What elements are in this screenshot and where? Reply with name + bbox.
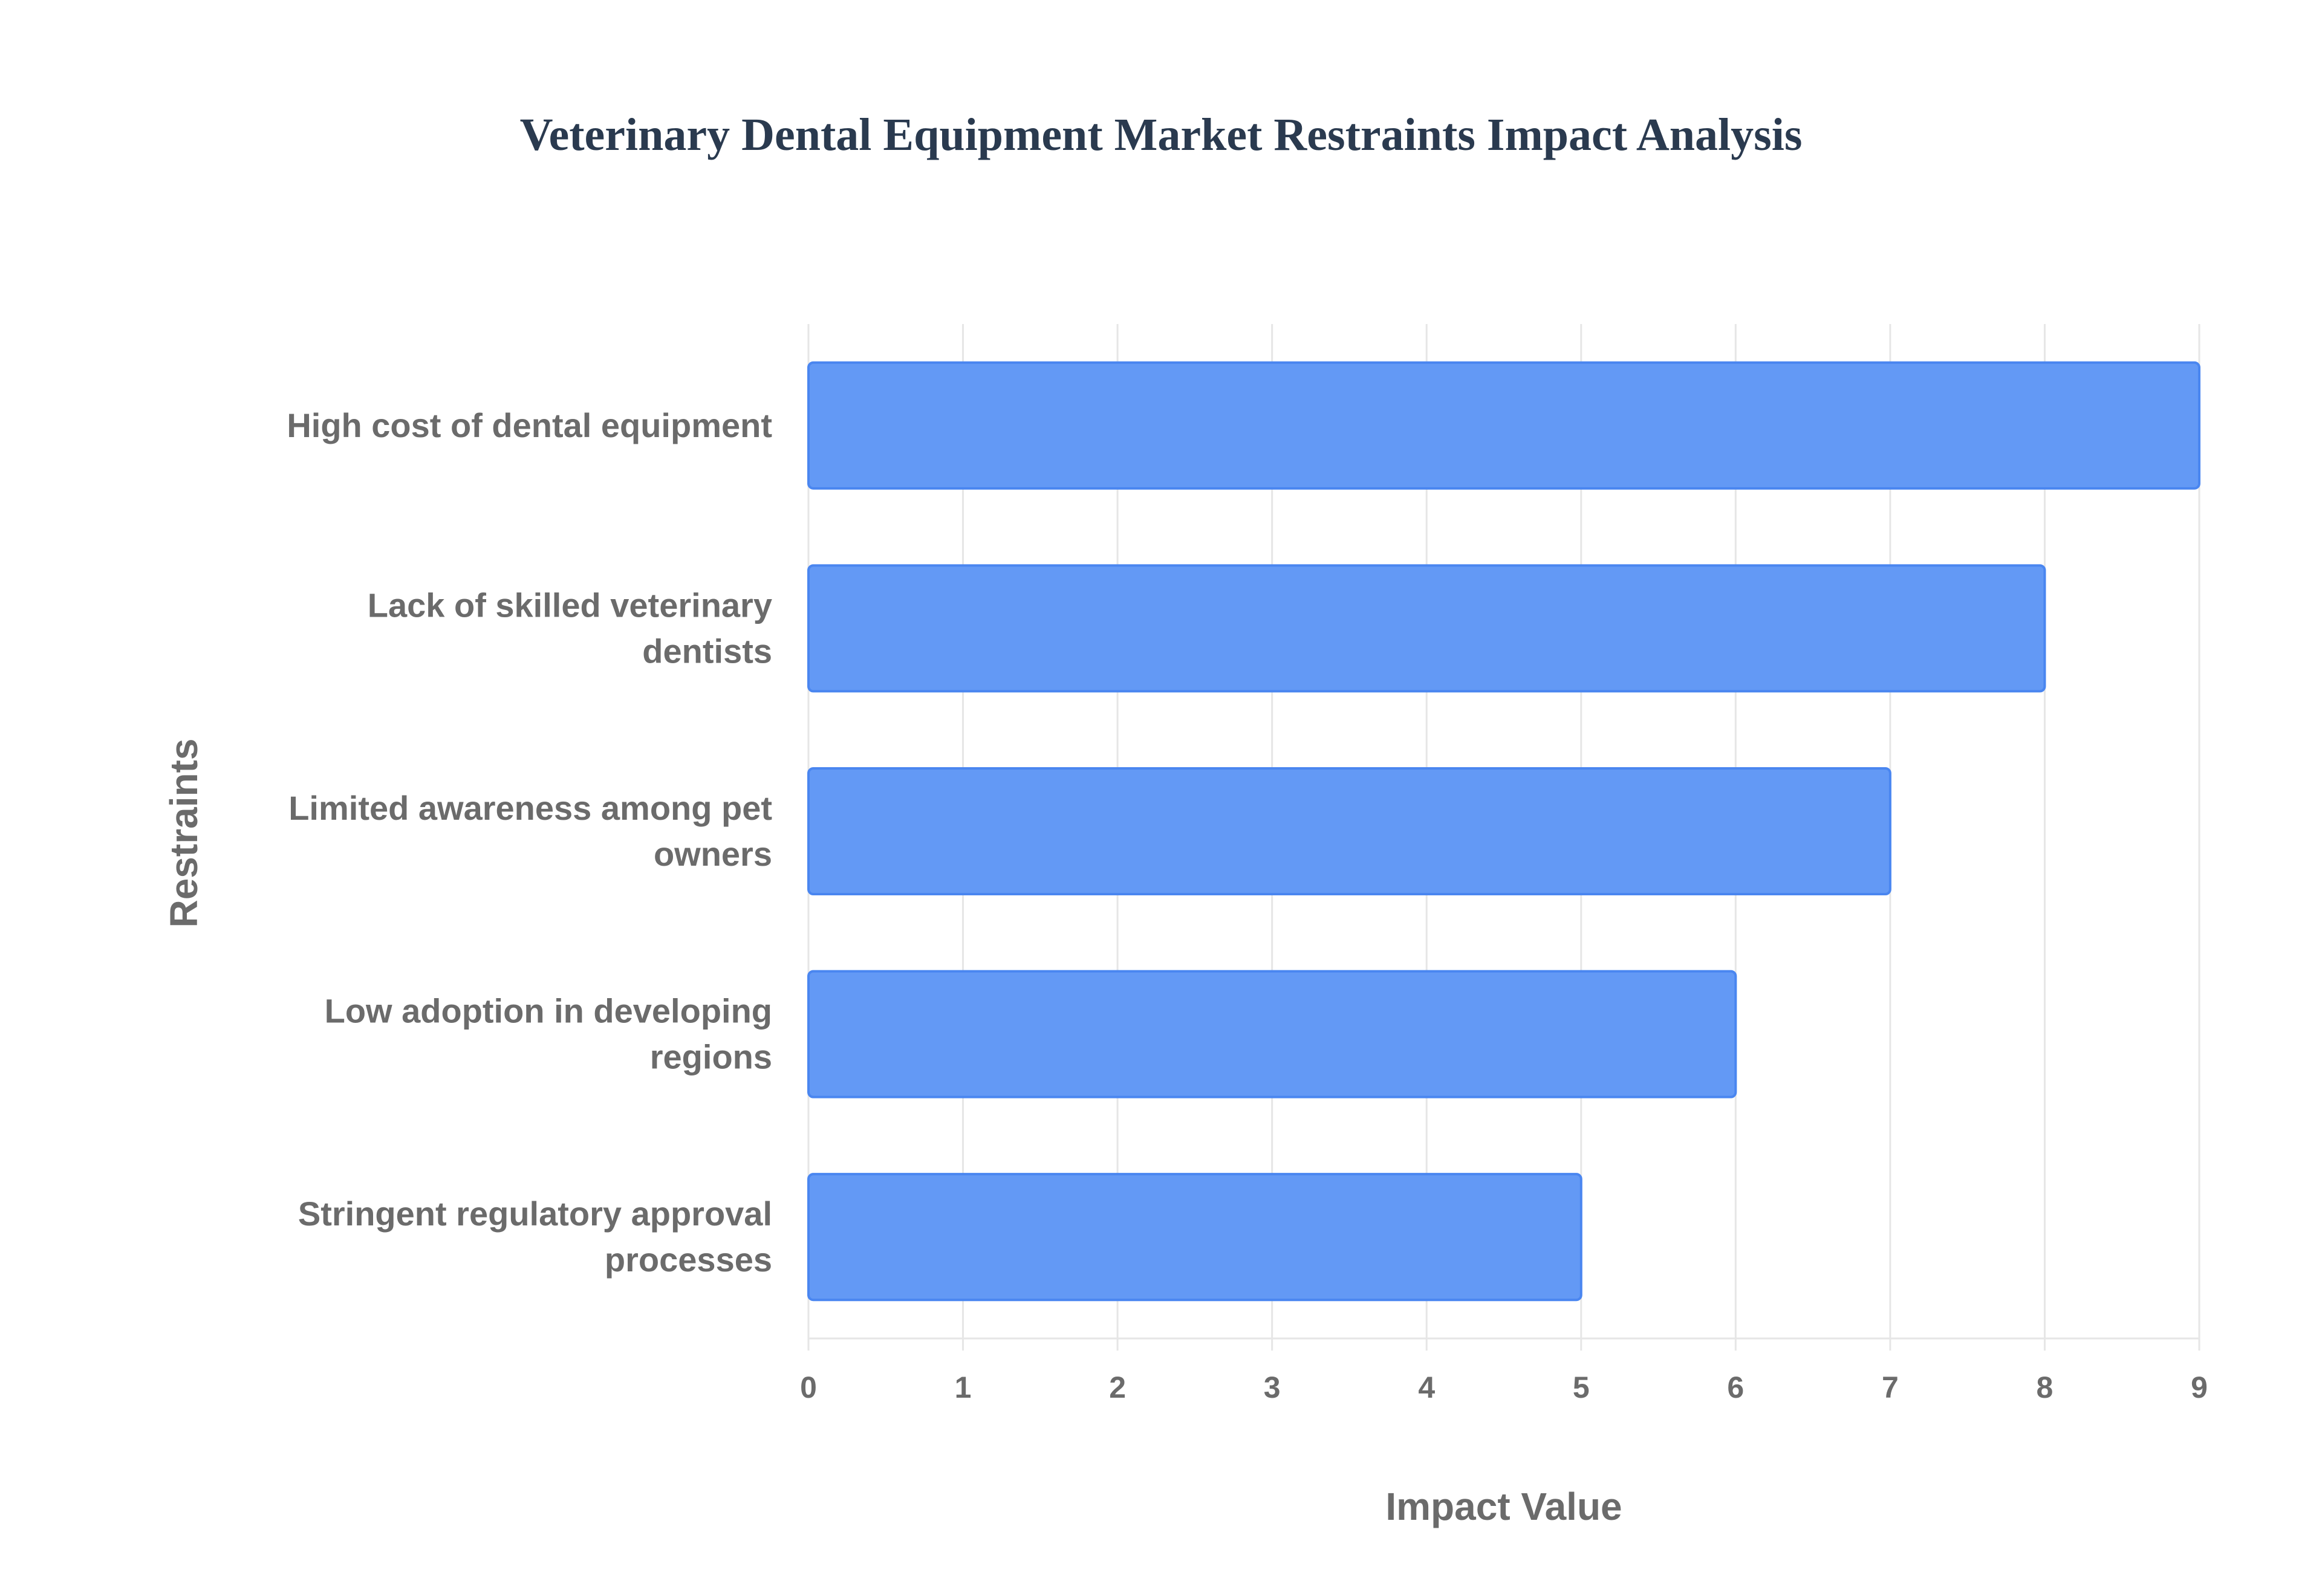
bar (807, 767, 1891, 896)
y-axis-title: Restraints (162, 739, 206, 928)
x-tick-label: 4 (1418, 1371, 1435, 1404)
bar (807, 970, 1737, 1098)
x-tick-label: 3 (1264, 1371, 1281, 1404)
x-axis-title: Impact Value (1385, 1485, 1622, 1528)
bar (807, 361, 2200, 490)
category-label: processes (605, 1241, 772, 1279)
category-label: High cost of dental equipment (287, 406, 772, 444)
x-tick-label: 7 (1882, 1371, 1899, 1404)
x-tick-label: 6 (1727, 1371, 1744, 1404)
bar (807, 564, 2046, 693)
bar (807, 1173, 1582, 1302)
category-label: Lack of skilled veterinary (368, 586, 772, 624)
x-tick-label: 1 (955, 1371, 972, 1404)
category-label: Stringent regulatory approval (298, 1195, 772, 1233)
category-label: Low adoption in developing (325, 992, 772, 1030)
chart-title: Veterinary Dental Equipment Market Restr… (519, 109, 1803, 160)
x-tick-label: 8 (2037, 1371, 2054, 1404)
x-tick-label: 9 (2191, 1371, 2208, 1404)
category-label: Limited awareness among pet (288, 789, 772, 827)
category-label: dentists (642, 632, 772, 670)
category-label: regions (650, 1038, 772, 1076)
x-tick-label: 2 (1109, 1371, 1126, 1404)
category-label: owners (654, 835, 772, 873)
x-tick-label: 0 (800, 1371, 817, 1404)
x-tick-label: 5 (1573, 1371, 1590, 1404)
